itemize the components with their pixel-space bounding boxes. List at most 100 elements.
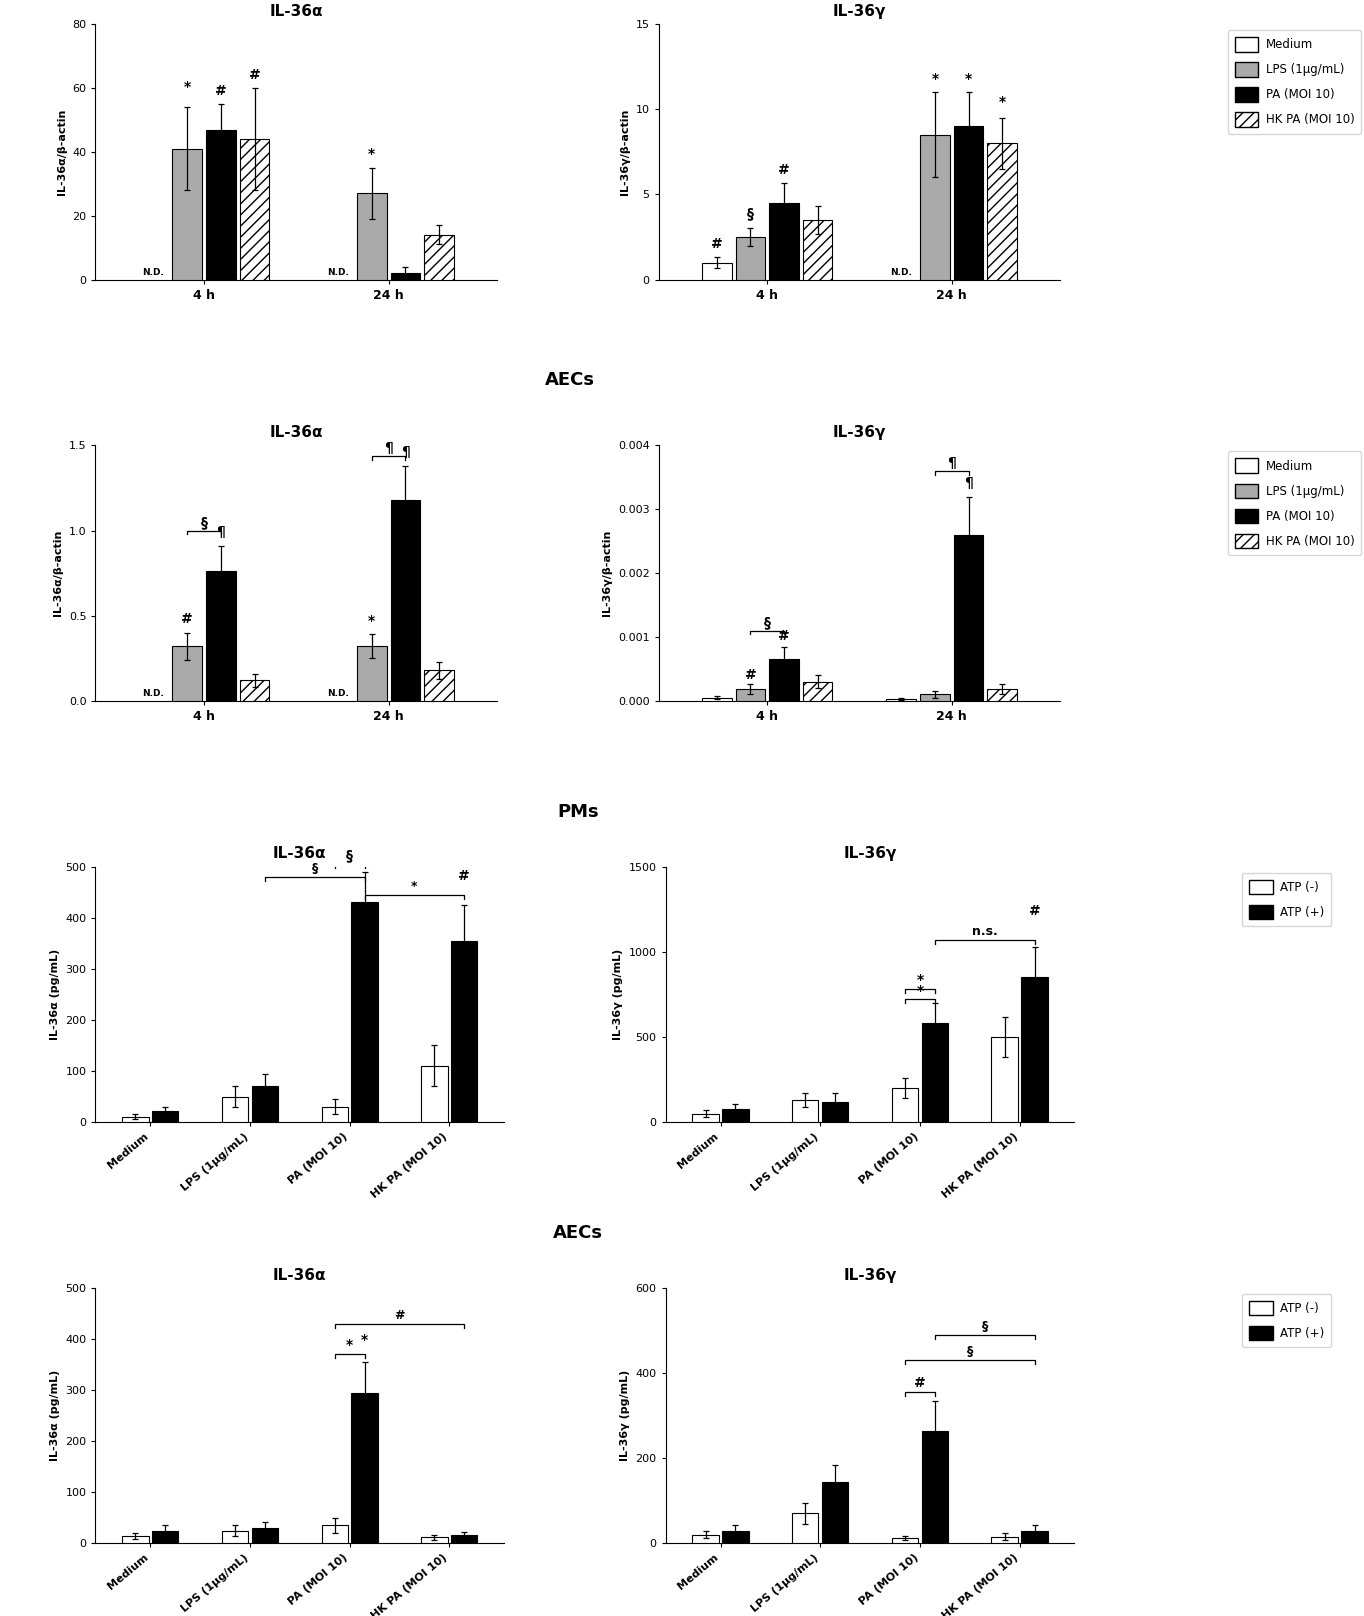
- Bar: [992, 1037, 1018, 1122]
- Text: *: *: [998, 95, 1005, 110]
- Text: AECs: AECs: [552, 1223, 603, 1243]
- Bar: [892, 1538, 918, 1543]
- Bar: [792, 1100, 818, 1122]
- Text: N.D.: N.D.: [143, 268, 165, 276]
- Text: PMs: PMs: [557, 803, 599, 821]
- Text: §: §: [982, 1320, 988, 1333]
- Bar: [322, 1107, 348, 1122]
- Text: N.D.: N.D.: [327, 690, 349, 698]
- Text: N.D.: N.D.: [891, 268, 913, 276]
- Bar: [352, 902, 378, 1122]
- Text: N.D.: N.D.: [327, 268, 349, 276]
- Text: §: §: [201, 516, 207, 530]
- Title: IL-36γ: IL-36γ: [843, 1267, 896, 1283]
- Text: ¶: ¶: [385, 441, 393, 454]
- Text: *: *: [346, 1338, 353, 1353]
- Title: IL-36γ: IL-36γ: [833, 425, 887, 440]
- Bar: [252, 1529, 278, 1543]
- Legend: ATP (-), ATP (+): ATP (-), ATP (+): [1241, 873, 1331, 926]
- Text: *: *: [411, 879, 417, 894]
- Text: *: *: [917, 973, 923, 987]
- Text: n.s.: n.s.: [971, 924, 997, 937]
- Text: #: #: [1028, 903, 1041, 918]
- Text: *: *: [917, 984, 923, 997]
- Bar: [390, 499, 420, 701]
- Text: *: *: [932, 71, 938, 86]
- Bar: [822, 1102, 848, 1122]
- Legend: Medium, LPS (1μg/mL), PA (MOI 10), HK PA (MOI 10): Medium, LPS (1μg/mL), PA (MOI 10), HK PA…: [1228, 31, 1361, 134]
- Bar: [887, 698, 917, 701]
- Y-axis label: IL-36α/β-actin: IL-36α/β-actin: [57, 108, 67, 196]
- Bar: [222, 1097, 248, 1122]
- Text: §: §: [311, 861, 318, 874]
- Bar: [693, 1113, 719, 1122]
- Y-axis label: IL-36γ/β-actin: IL-36γ/β-actin: [603, 530, 612, 616]
- Text: #: #: [914, 1377, 926, 1390]
- Y-axis label: IL-36α (pg/mL): IL-36α (pg/mL): [49, 949, 60, 1041]
- Bar: [723, 1530, 749, 1543]
- Bar: [322, 1526, 348, 1543]
- Title: IL-36α: IL-36α: [270, 425, 323, 440]
- Bar: [357, 194, 386, 280]
- Bar: [922, 1023, 948, 1122]
- Title: IL-36γ: IL-36γ: [843, 847, 896, 861]
- Legend: ATP (-), ATP (+): ATP (-), ATP (+): [1241, 1294, 1331, 1348]
- Bar: [421, 1067, 447, 1122]
- Bar: [988, 144, 1018, 280]
- Bar: [735, 690, 765, 701]
- Bar: [451, 1535, 477, 1543]
- Bar: [206, 572, 236, 701]
- Bar: [792, 1514, 818, 1543]
- Title: IL-36α: IL-36α: [273, 847, 326, 861]
- Text: ¶: ¶: [217, 525, 225, 540]
- Bar: [1022, 978, 1048, 1122]
- Bar: [153, 1530, 179, 1543]
- Y-axis label: IL-36α/β-actin: IL-36α/β-actin: [53, 530, 63, 616]
- Legend: Medium, LPS (1μg/mL), PA (MOI 10), HK PA (MOI 10): Medium, LPS (1μg/mL), PA (MOI 10), HK PA…: [1228, 451, 1361, 554]
- Text: §: §: [747, 205, 754, 220]
- Text: *: *: [368, 147, 375, 162]
- Bar: [424, 234, 454, 280]
- Bar: [421, 1537, 447, 1543]
- Bar: [803, 220, 832, 280]
- Text: #: #: [777, 163, 790, 178]
- Text: *: *: [184, 81, 191, 94]
- Bar: [953, 126, 983, 280]
- Text: N.D.: N.D.: [143, 690, 165, 698]
- Text: §: §: [967, 1346, 973, 1359]
- Bar: [693, 1535, 719, 1543]
- Bar: [992, 1537, 1018, 1543]
- Bar: [735, 238, 765, 280]
- Bar: [123, 1117, 149, 1122]
- Text: #: #: [458, 869, 471, 882]
- Text: #: #: [394, 1309, 405, 1322]
- Y-axis label: IL-36γ (pg/mL): IL-36γ (pg/mL): [621, 1370, 630, 1461]
- Bar: [702, 262, 731, 280]
- Bar: [352, 1393, 378, 1543]
- Text: #: #: [745, 667, 756, 682]
- Bar: [153, 1110, 179, 1122]
- Bar: [723, 1109, 749, 1122]
- Text: *: *: [361, 1333, 368, 1346]
- Bar: [390, 273, 420, 280]
- Bar: [892, 1088, 918, 1122]
- Text: #: #: [711, 236, 723, 250]
- Bar: [988, 690, 1018, 701]
- Text: §: §: [764, 616, 771, 629]
- Title: IL-36α: IL-36α: [270, 3, 323, 19]
- Bar: [1022, 1530, 1048, 1543]
- Bar: [803, 682, 832, 701]
- Bar: [172, 646, 202, 701]
- Bar: [921, 695, 949, 701]
- Bar: [240, 680, 269, 701]
- Bar: [222, 1530, 248, 1543]
- Bar: [769, 659, 799, 701]
- Bar: [424, 671, 454, 701]
- Y-axis label: IL-36γ (pg/mL): IL-36γ (pg/mL): [614, 949, 623, 1041]
- Text: #: #: [248, 68, 261, 82]
- Bar: [123, 1535, 149, 1543]
- Text: *: *: [964, 71, 973, 86]
- Title: IL-36α: IL-36α: [273, 1267, 326, 1283]
- Bar: [252, 1086, 278, 1122]
- Text: #: #: [777, 629, 790, 643]
